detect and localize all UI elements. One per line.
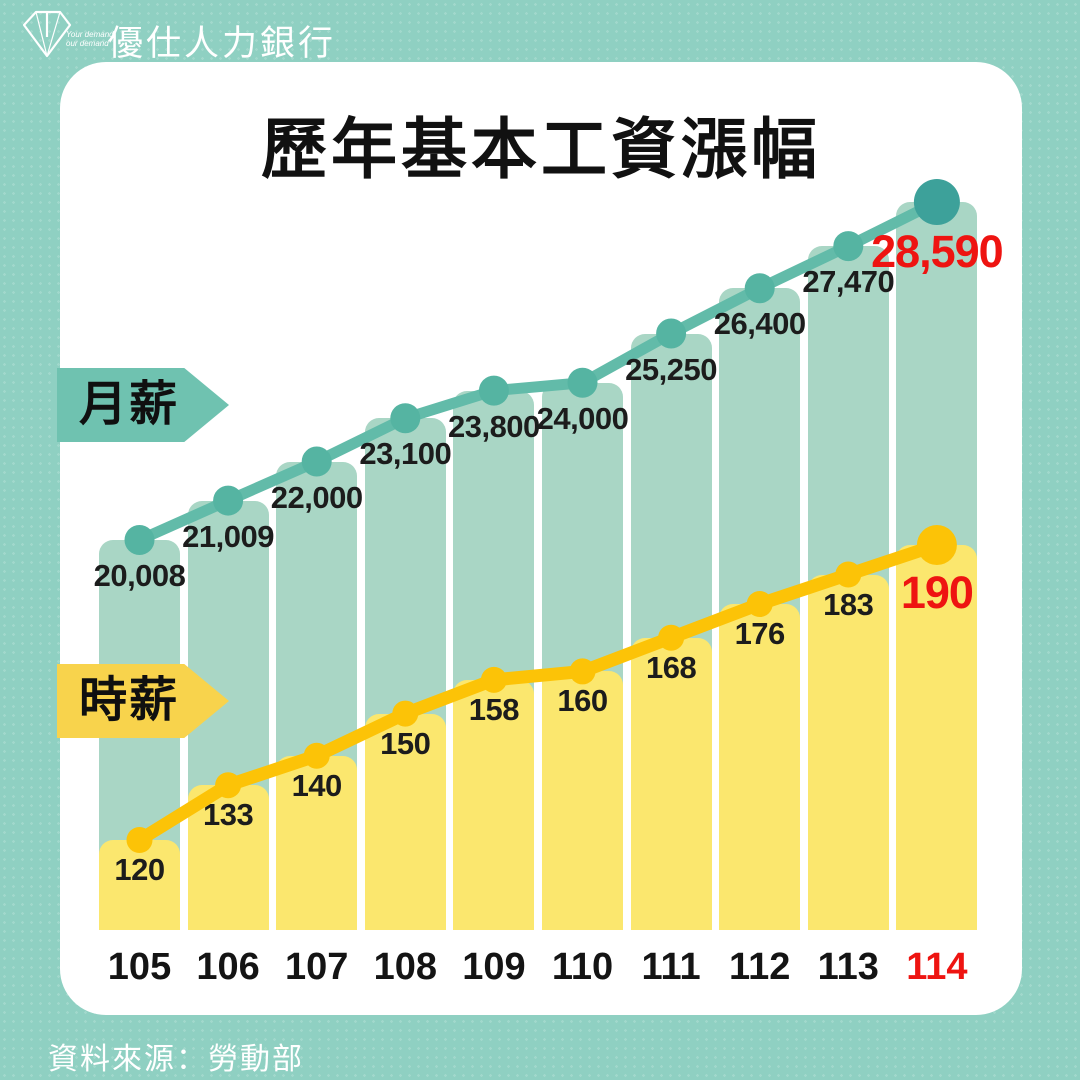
- bar-hourly-114: [896, 545, 978, 930]
- brand-gem-logo-icon: [22, 10, 72, 58]
- legend-badge-monthly-label: 月薪: [79, 378, 180, 431]
- monthly-value-label-109: 23,800: [447, 408, 540, 444]
- monthly-value-label-114: 28,590: [871, 226, 1004, 277]
- hourly-value-label-109: 158: [468, 691, 520, 727]
- hourly-value-label-110: 160: [557, 683, 608, 719]
- monthly-dot-108: [390, 403, 421, 434]
- monthly-dot-109: [478, 375, 509, 406]
- year-label-110: 110: [551, 946, 614, 988]
- bar-hourly-109: [453, 679, 535, 930]
- hourly-dot-112: [746, 591, 773, 617]
- year-label-106: 106: [196, 946, 260, 988]
- hourly-dot-108: [392, 700, 419, 727]
- monthly-dot-105: [124, 525, 155, 555]
- year-label-105: 105: [107, 946, 172, 988]
- hourly-dot-111: [658, 624, 685, 651]
- monthly-dot-111: [656, 318, 687, 349]
- brand-tagline-line2: our demand: [66, 39, 109, 48]
- legend-badge-hourly-label: 時薪: [79, 674, 180, 727]
- year-label-109: 109: [462, 946, 526, 988]
- year-label-111: 111: [641, 946, 701, 988]
- hourly-value-label-107: 140: [291, 767, 343, 803]
- brand-name: 優仕人力銀行: [108, 24, 337, 63]
- chart-title: 歷年基本工資漲幅: [261, 112, 821, 186]
- bar-hourly-108: [364, 713, 446, 930]
- year-label-108: 108: [373, 946, 437, 988]
- monthly-value-label-107: 22,000: [270, 479, 363, 515]
- data-source-note: 資料來源：勞動部: [48, 1043, 304, 1076]
- year-label-107: 107: [284, 946, 349, 988]
- year-label-112: 112: [729, 946, 791, 988]
- bar-hourly-105: [99, 840, 180, 930]
- monthly-dot-110: [567, 367, 598, 398]
- monthly-dot-106: [213, 485, 244, 516]
- hourly-value-label-111: 168: [645, 649, 697, 685]
- hourly-value-label-108: 150: [380, 725, 431, 761]
- hourly-value-label-113: 183: [823, 586, 874, 622]
- bar-hourly-111: [630, 637, 712, 930]
- hourly-dot-109: [480, 666, 507, 693]
- hourly-value-label-112: 176: [734, 616, 786, 651]
- hourly-dot-106: [215, 772, 242, 799]
- monthly-value-label-112: 26,400: [713, 306, 806, 342]
- monthly-value-label-113: 27,470: [802, 264, 895, 300]
- monthly-value-label-105: 20,008: [93, 558, 186, 593]
- year-label-113: 113: [817, 946, 879, 988]
- monthly-value-label-111: 25,250: [625, 351, 718, 387]
- monthly-value-label-110: 24,000: [536, 400, 629, 436]
- monthly-dot-107: [301, 446, 332, 477]
- monthly-value-label-106: 21,009: [182, 518, 275, 554]
- hourly-dot-113: [835, 561, 862, 588]
- monthly-dot-114: [913, 179, 960, 225]
- bar-hourly-110: [542, 671, 623, 930]
- year-label-114: 114: [906, 946, 968, 988]
- hourly-line: [133, 538, 944, 847]
- hourly-value-label-114: 190: [900, 567, 974, 618]
- monthly-dot-112: [744, 273, 775, 304]
- hourly-dot-110: [569, 658, 596, 685]
- hourly-dot-105: [126, 827, 153, 853]
- monthly-line: [134, 196, 943, 546]
- brand-tagline-line1: Your demand: [66, 30, 114, 39]
- hourly-value-label-105: 120: [114, 852, 165, 887]
- header-bar: Your demand our demand 優仕人力銀行: [0, 0, 1080, 70]
- monthly-value-label-108: 23,100: [359, 436, 452, 472]
- monthly-dot-113: [833, 231, 864, 262]
- brand-tagline: Your demand our demand: [66, 30, 114, 48]
- hourly-dot-107: [303, 742, 330, 769]
- hourly-value-label-106: 133: [202, 797, 254, 833]
- bar-hourly-112: [719, 604, 801, 930]
- bar-hourly-107: [276, 755, 358, 930]
- hourly-dot-114: [916, 525, 957, 565]
- bar-hourly-113: [807, 574, 889, 930]
